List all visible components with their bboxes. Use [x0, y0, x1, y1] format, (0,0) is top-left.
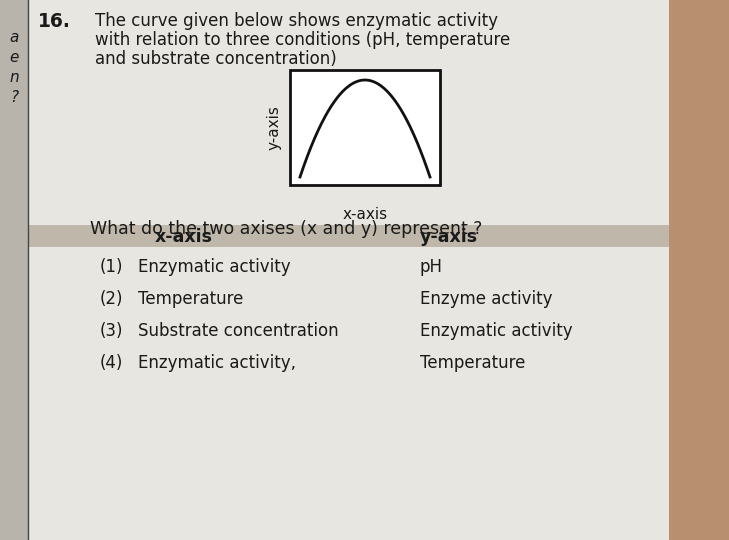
Bar [669, 0, 729, 540]
Text: a: a [9, 30, 19, 45]
Bar [290, 70, 440, 185]
Text: Enzyme activity: Enzyme activity [420, 290, 553, 308]
Text: with relation to three conditions (pH, temperature: with relation to three conditions (pH, t… [95, 31, 510, 49]
Text: ?: ? [10, 90, 18, 105]
Text: Enzymatic activity: Enzymatic activity [138, 258, 291, 276]
Bar [28, 0, 669, 540]
Text: Substrate concentration: Substrate concentration [138, 322, 339, 340]
Text: and substrate concentration): and substrate concentration) [95, 50, 337, 68]
Text: (1): (1) [100, 258, 123, 276]
Text: Temperature: Temperature [138, 290, 243, 308]
Text: (4): (4) [100, 354, 123, 372]
Text: (2): (2) [100, 290, 123, 308]
Text: x-axis: x-axis [343, 207, 388, 222]
Text: What do the two axises (x and y) represent ?: What do the two axises (x and y) represe… [90, 220, 483, 238]
Bar [0, 0, 28, 540]
Text: x-axis: x-axis [155, 228, 213, 246]
Bar [28, 225, 669, 247]
Text: Enzymatic activity,: Enzymatic activity, [138, 354, 296, 372]
Text: 16.: 16. [38, 12, 71, 31]
Text: (3): (3) [100, 322, 123, 340]
Text: The curve given below shows enzymatic activity: The curve given below shows enzymatic ac… [95, 12, 498, 30]
Text: Enzymatic activity: Enzymatic activity [420, 322, 572, 340]
Text: y-axis: y-axis [267, 105, 282, 150]
Text: Temperature: Temperature [420, 354, 526, 372]
Text: n: n [9, 70, 19, 85]
Text: y-axis: y-axis [420, 228, 478, 246]
Text: e: e [9, 50, 19, 65]
Text: pH: pH [420, 258, 443, 276]
